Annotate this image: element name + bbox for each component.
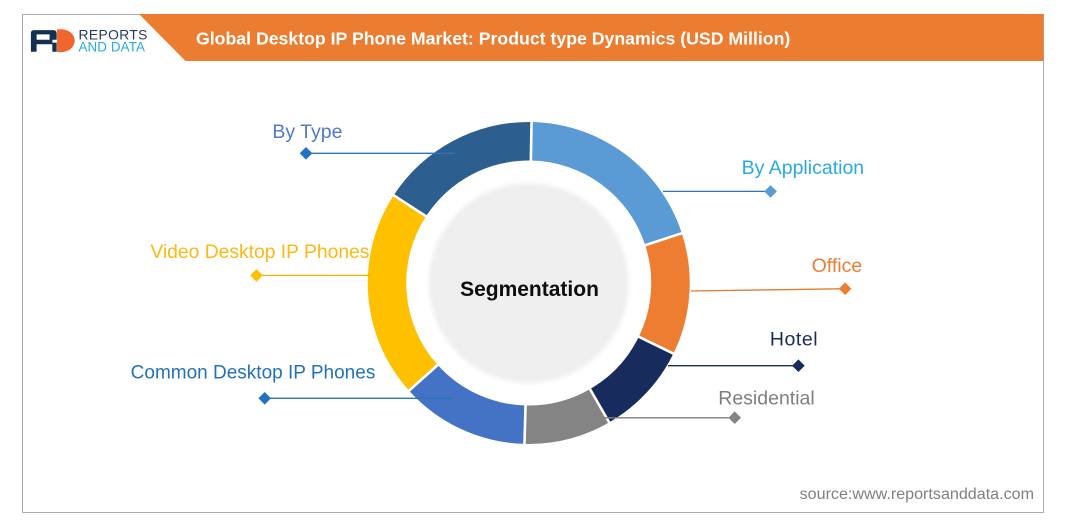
svg-text:Global Desktop IP Phone Market: Global Desktop IP Phone Market: Product … [196, 29, 790, 49]
svg-text:Office: Office [812, 255, 863, 277]
svg-text:Video Desktop IP Phones: Video Desktop IP Phones [150, 242, 369, 263]
svg-text:By Application: By Application [742, 157, 865, 179]
svg-text:Segmentation: Segmentation [460, 278, 599, 301]
svg-text:source:www.reportsanddata.com: source:www.reportsanddata.com [800, 485, 1034, 503]
svg-text:By Type: By Type [272, 121, 342, 143]
svg-text:AND DATA: AND DATA [79, 40, 146, 55]
svg-text:Common Desktop IP Phones: Common Desktop IP Phones [131, 363, 376, 384]
svg-text:Residential: Residential [718, 388, 814, 410]
svg-text:Hotel: Hotel [770, 329, 818, 351]
svg-text:REPORTS: REPORTS [79, 28, 148, 43]
